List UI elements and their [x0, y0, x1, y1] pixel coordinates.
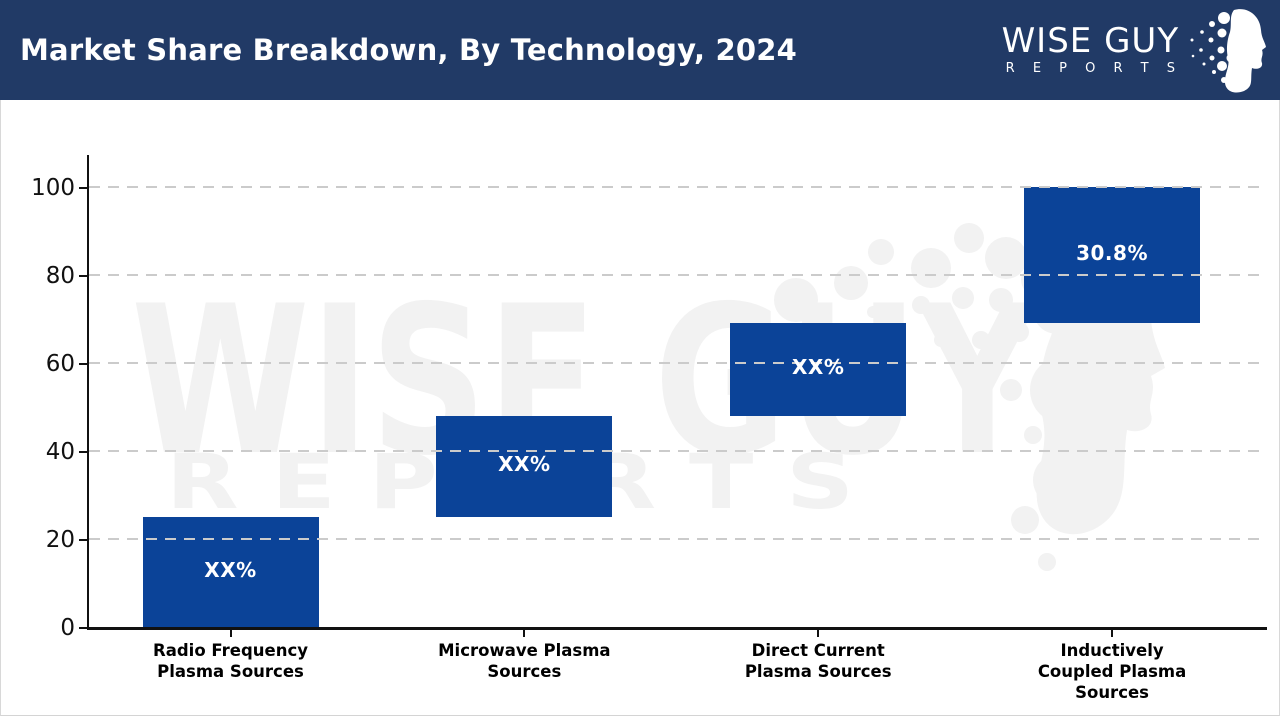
bar-segment — [436, 415, 613, 517]
x-category-label-line: Sources — [1075, 683, 1149, 702]
brand-logo-text: WISE GUY R E P O R T S — [999, 24, 1182, 76]
x-category-label-line: Plasma Sources — [744, 662, 892, 681]
bar-value-label: XX% — [791, 355, 845, 380]
x-category-label: Microwave Plasma Sources — [389, 640, 659, 682]
brand-name: WISE GUY — [1001, 21, 1180, 61]
x-category-label-line: Coupled Plasma — [1037, 662, 1187, 681]
plot-area: XX% XX% XX% 30.8% 0 20 40 60 80 100 Radio Frequenc… — [1, 100, 1280, 715]
bar-segment — [142, 517, 319, 627]
x-tick-mark — [229, 630, 232, 637]
header-bar: Market Share Breakdown, By Technology, 2… — [0, 0, 1280, 100]
x-category-label-line: Plasma Sources — [157, 662, 304, 681]
brand-head-icon — [1190, 9, 1266, 93]
y-tick-label: 40 — [45, 439, 75, 465]
y-tick-label: 80 — [45, 263, 75, 289]
x-category-label-line: Microwave Plasma — [438, 641, 611, 660]
y-tick-mark — [79, 363, 87, 365]
gridline — [89, 362, 1267, 364]
x-category-label-line: Sources — [487, 662, 562, 681]
y-tick-label: 100 — [31, 175, 75, 201]
x-tick-mark — [817, 630, 820, 637]
x-category-label: Direct Current Plasma Sources — [683, 640, 953, 682]
y-tick-label: 0 — [60, 615, 75, 641]
x-category-label-line: Inductively — [1060, 641, 1164, 660]
x-category-label-line: Radio Frequency — [153, 641, 308, 660]
gridline — [89, 538, 1267, 540]
gridline — [89, 186, 1267, 188]
y-tick-label: 60 — [45, 351, 75, 377]
gridline — [89, 274, 1267, 276]
bar-value-label: 30.8% — [1076, 240, 1148, 265]
y-tick-mark — [79, 187, 87, 189]
brand-logo: WISE GUY R E P O R T S — [999, 6, 1266, 94]
x-tick-mark — [523, 630, 526, 637]
x-category-label: Inductively Coupled Plasma Sources — [977, 640, 1247, 703]
chart-title: Market Share Breakdown, By Technology, 2… — [20, 33, 798, 67]
y-tick-mark — [79, 539, 87, 541]
x-tick-mark — [1111, 630, 1114, 637]
bar-value-label: XX% — [498, 452, 551, 477]
bar-value-label: XX% — [204, 558, 257, 582]
chart-canvas: WISE GUY R E P O R T S XX%XX%XX%30.8%020… — [0, 100, 1280, 716]
x-category-label: Radio Frequency Plasma Sources — [96, 640, 366, 682]
brand-subname: R E P O R T S — [1005, 61, 1182, 76]
y-tick-mark — [79, 275, 87, 277]
y-tick-label: 20 — [45, 527, 75, 553]
x-category-label-line: Direct Current — [751, 641, 885, 660]
x-axis-line — [87, 627, 1267, 630]
y-tick-mark — [79, 627, 87, 629]
gridline — [89, 450, 1267, 452]
y-axis-line — [87, 155, 89, 629]
y-tick-mark — [79, 451, 87, 453]
